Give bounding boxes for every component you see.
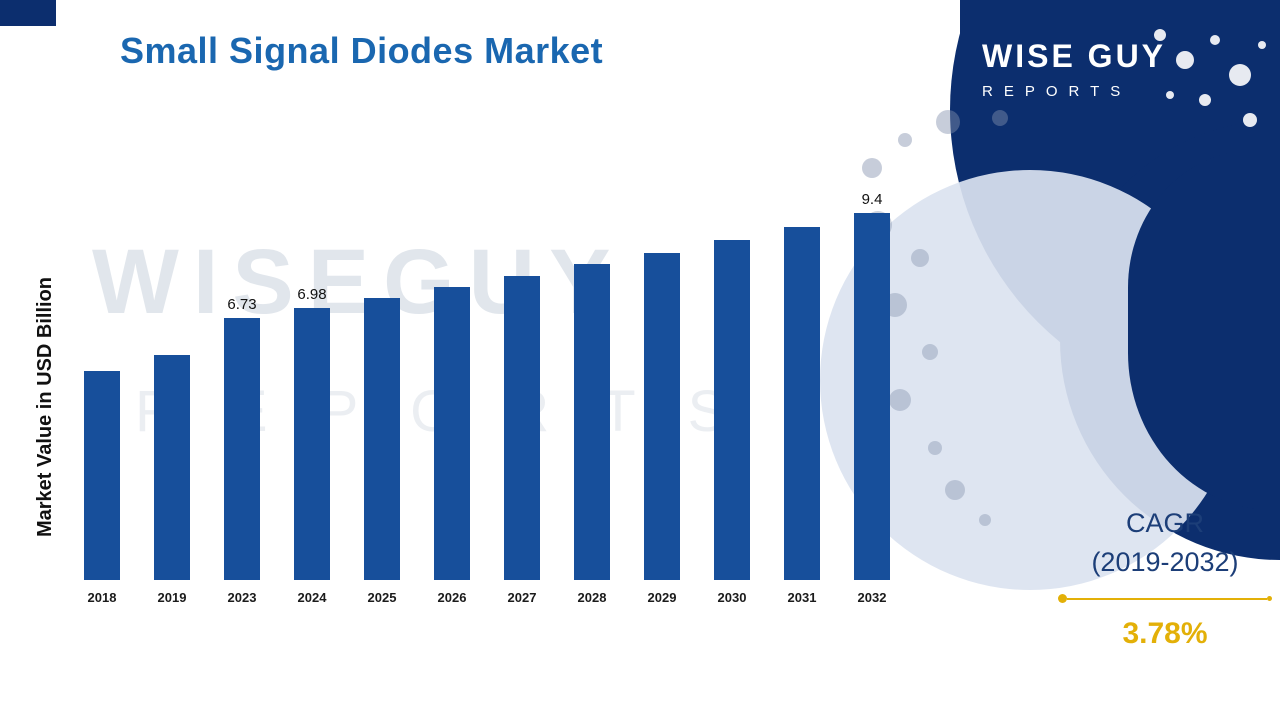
corner-accent <box>0 0 56 26</box>
x-tick-label: 2026 <box>437 590 467 605</box>
x-tick-label: 2031 <box>787 590 817 605</box>
bar <box>294 308 330 580</box>
x-tick-label: 2028 <box>577 590 607 605</box>
bar <box>84 371 120 580</box>
x-tick-label: 2032 <box>857 590 887 605</box>
bar <box>644 253 680 580</box>
bar-chart: 2018 2019 6.73 2023 6.98 2024 2025 2026 2027 2028… <box>67 108 907 608</box>
x-tick-label: 2019 <box>157 590 187 605</box>
brand-logo-subtitle: REPORTS <box>982 83 1132 100</box>
cagr-label: CAGR <box>1125 508 1204 538</box>
brand-logo-name: WISE GUY <box>982 38 1167 74</box>
bar <box>714 240 750 580</box>
bar-group: 2018 <box>67 108 137 608</box>
x-tick-label: 2029 <box>647 590 677 605</box>
bar-group: 2030 <box>697 108 767 608</box>
decorative-dot <box>1243 113 1257 127</box>
decorative-dot <box>1176 51 1194 69</box>
cagr-divider <box>1058 594 1272 603</box>
bar-group: 6.73 2023 <box>207 108 277 608</box>
bar-group: 9.4 2032 <box>837 108 907 608</box>
y-axis-label: Market Value in USD Billion <box>34 276 56 538</box>
bar-group: 2029 <box>627 108 697 608</box>
bar-value-label: 6.98 <box>297 286 327 303</box>
decorative-dot <box>911 249 929 267</box>
x-tick-label: 2024 <box>297 590 327 605</box>
cagr-range: (2019-2032) <box>1091 547 1239 577</box>
bar-group: 2028 <box>557 108 627 608</box>
x-tick-label: 2027 <box>507 590 537 605</box>
x-tick-label: 2018 <box>87 590 117 605</box>
face-profile-icon <box>1128 150 1280 510</box>
cagr-value: 3.78% <box>1122 617 1208 650</box>
decorative-dot <box>992 110 1008 126</box>
decorative-dot <box>936 110 960 134</box>
x-tick-label: 2025 <box>367 590 397 605</box>
decorative-dot <box>1199 94 1211 106</box>
bar <box>154 355 190 580</box>
decorative-dot <box>1166 91 1174 99</box>
bar-group: 6.98 2024 <box>277 108 347 608</box>
bar <box>784 227 820 580</box>
bar <box>574 264 610 580</box>
x-tick-label: 2030 <box>717 590 747 605</box>
divider-dot-right <box>1267 596 1272 601</box>
decorative-dot <box>979 514 991 526</box>
divider-line <box>1067 597 1267 600</box>
bar-group: 2025 <box>347 108 417 608</box>
cagr-block: CAGR (2019-2032) 3.78% <box>1058 508 1272 651</box>
bar <box>434 287 470 580</box>
x-tick-label: 2023 <box>227 590 257 605</box>
brand-logo: WISE GUY REPORTS <box>982 38 1166 100</box>
decorative-dot <box>1210 35 1220 45</box>
bar-group: 2019 <box>137 108 207 608</box>
bar-value-label: 6.73 <box>227 296 257 313</box>
decorative-dot <box>1229 64 1251 86</box>
bar <box>504 276 540 580</box>
decorative-dot <box>945 480 965 500</box>
page-title: Small Signal Diodes Market <box>120 30 604 71</box>
bar <box>364 298 400 580</box>
decorative-dot <box>928 441 942 455</box>
divider-dot-left <box>1058 594 1067 603</box>
bar <box>854 213 890 580</box>
bar-value-label: 9.4 <box>861 191 883 208</box>
bar <box>224 318 260 580</box>
navy-circle <box>1060 120 1280 560</box>
bar-group: 2031 <box>767 108 837 608</box>
decorative-dot <box>922 344 938 360</box>
decorative-dot <box>1258 41 1266 49</box>
bar-group: 2027 <box>487 108 557 608</box>
bar-group: 2026 <box>417 108 487 608</box>
